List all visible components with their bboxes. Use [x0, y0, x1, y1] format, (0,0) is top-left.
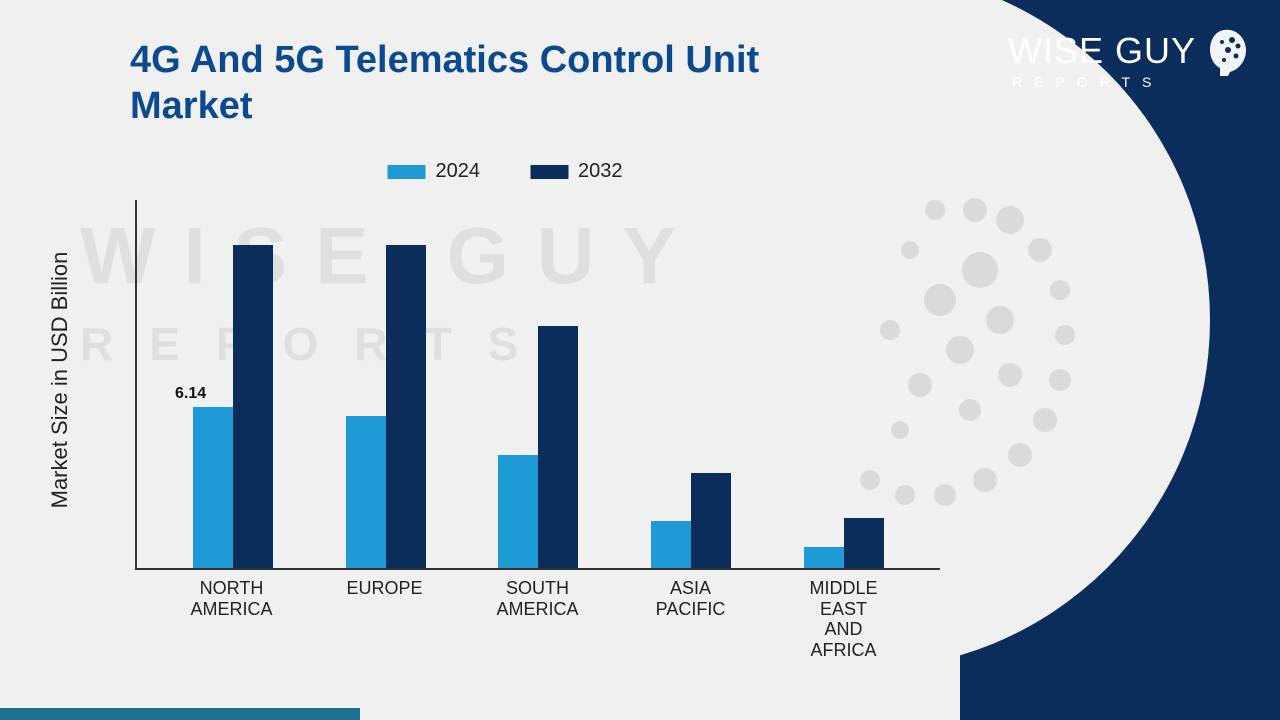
legend-swatch-2024 — [388, 165, 426, 179]
bar — [346, 416, 386, 568]
brand-name: WISE GUY — [1008, 26, 1252, 76]
x-axis-label: MIDDLEEASTANDAFRICA — [767, 572, 920, 661]
chart-title: 4G And 5G Telematics Control Unit Market — [130, 38, 890, 129]
bar-group — [462, 200, 615, 568]
canvas: WISE GUY REPORTS WISE GUY REPORTS 4G And… — [0, 0, 1280, 720]
legend: 2024 2032 — [388, 160, 623, 183]
legend-item-2024: 2024 — [388, 160, 481, 183]
bar — [193, 407, 233, 568]
brand-head-icon — [1202, 26, 1252, 76]
bar-chart: Market Size in USD Billion 2024 2032 6.1… — [70, 170, 940, 590]
x-axis-label: EUROPE — [308, 572, 461, 661]
bar — [498, 455, 538, 568]
bar-value-label: 6.14 — [175, 385, 206, 403]
bar-group — [310, 200, 463, 568]
x-axis-labels: NORTHAMERICAEUROPESOUTHAMERICAASIAPACIFI… — [135, 572, 940, 661]
brand-line1: WISE GUY — [1008, 30, 1196, 72]
legend-item-2032: 2032 — [530, 160, 623, 183]
y-axis-label: Market Size in USD Billion — [47, 252, 73, 509]
bar — [691, 473, 731, 568]
brand-logo: WISE GUY REPORTS — [1008, 26, 1252, 90]
legend-label-2032: 2032 — [578, 160, 623, 183]
legend-swatch-2032 — [530, 165, 568, 179]
bar — [538, 326, 578, 568]
bar-groups: 6.14 — [137, 200, 940, 568]
bar-group — [615, 200, 768, 568]
bar — [233, 245, 273, 568]
bar-group: 6.14 — [157, 200, 310, 568]
x-axis-label: SOUTHAMERICA — [461, 572, 614, 661]
bottom-accent-strip — [0, 708, 360, 720]
brand-line2: REPORTS — [1012, 74, 1252, 90]
bar-group — [767, 200, 920, 568]
x-axis-label: NORTHAMERICA — [155, 572, 308, 661]
bar — [386, 245, 426, 568]
plot-area: 6.14 — [135, 200, 940, 570]
bar — [844, 518, 884, 568]
legend-label-2024: 2024 — [436, 160, 481, 183]
bar — [804, 547, 844, 568]
x-axis-label: ASIAPACIFIC — [614, 572, 767, 661]
bar — [651, 521, 691, 568]
